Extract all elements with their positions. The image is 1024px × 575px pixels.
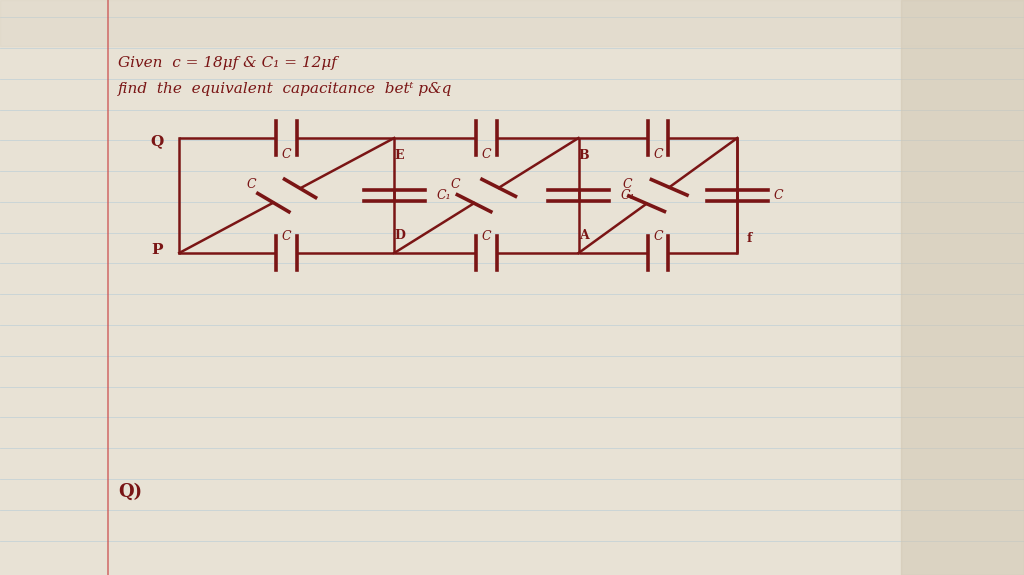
Text: C: C: [623, 178, 632, 190]
Text: C: C: [282, 148, 292, 160]
Text: C: C: [481, 231, 492, 243]
Text: P: P: [151, 243, 163, 257]
Text: A: A: [579, 229, 589, 242]
Text: f: f: [746, 232, 753, 245]
Text: C: C: [653, 148, 663, 160]
Text: E: E: [394, 149, 404, 162]
Text: C: C: [773, 189, 783, 202]
Text: B: B: [579, 149, 589, 162]
Text: C: C: [451, 178, 461, 190]
Text: C: C: [653, 231, 663, 243]
Text: C₁: C₁: [621, 189, 635, 202]
Text: D: D: [394, 229, 404, 242]
Text: C: C: [282, 231, 292, 243]
Bar: [901, 0, 1024, 575]
Bar: [0, 0, 1024, 46]
Text: find  the  equivalent  capacitance  betᵗ p&q: find the equivalent capacitance betᵗ p&q: [118, 82, 453, 96]
Text: Given  c = 18μf & C₁ = 12μf: Given c = 18μf & C₁ = 12μf: [118, 56, 337, 70]
Text: C₁: C₁: [436, 189, 451, 202]
Text: C: C: [246, 178, 256, 190]
Text: Q: Q: [151, 134, 163, 148]
Text: Q): Q): [118, 482, 142, 501]
Text: C: C: [481, 148, 492, 160]
